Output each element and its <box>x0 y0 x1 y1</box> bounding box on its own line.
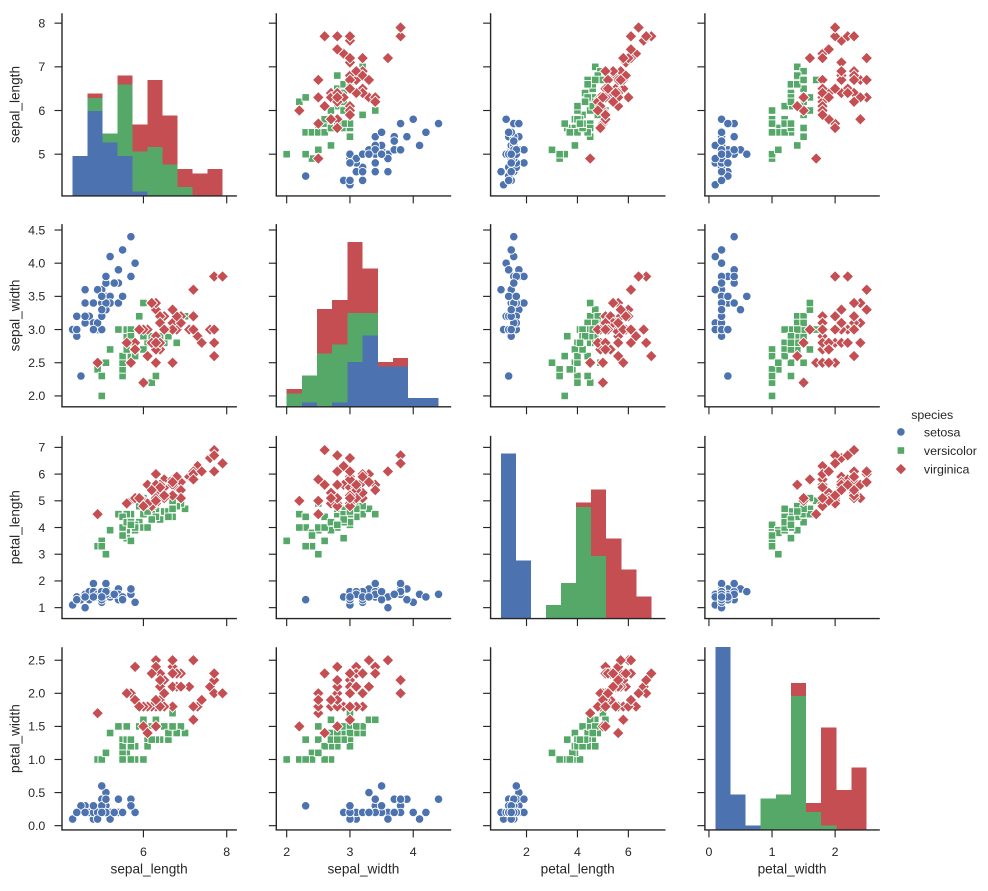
svg-text:species: species <box>911 408 953 422</box>
svg-text:2.0: 2.0 <box>28 389 45 403</box>
svg-text:petal_length: petal_length <box>541 862 615 877</box>
svg-text:3.5: 3.5 <box>28 290 45 304</box>
svg-text:1.0: 1.0 <box>28 753 45 767</box>
svg-text:sepal_length: sepal_length <box>8 66 23 143</box>
svg-text:2.0: 2.0 <box>28 687 45 701</box>
svg-text:6: 6 <box>38 104 45 118</box>
svg-text:sepal_width: sepal_width <box>328 862 400 877</box>
svg-text:petal_width: petal_width <box>758 862 827 877</box>
svg-text:2.5: 2.5 <box>28 654 45 668</box>
svg-text:sepal_length: sepal_length <box>111 862 188 877</box>
svg-text:2.5: 2.5 <box>28 356 45 370</box>
svg-text:4: 4 <box>574 845 581 859</box>
svg-text:5: 5 <box>38 147 45 161</box>
svg-text:6: 6 <box>625 845 632 859</box>
svg-text:2: 2 <box>283 845 290 859</box>
svg-text:sepal_width: sepal_width <box>8 280 23 352</box>
svg-text:4: 4 <box>410 845 417 859</box>
svg-text:petal_length: petal_length <box>8 490 23 564</box>
svg-text:6: 6 <box>140 845 147 859</box>
svg-text:virginica: virginica <box>924 463 970 477</box>
svg-text:versicolor: versicolor <box>924 444 977 458</box>
svg-text:4.5: 4.5 <box>28 223 45 237</box>
svg-text:3: 3 <box>346 845 353 859</box>
svg-text:2: 2 <box>832 845 839 859</box>
svg-text:petal_width: petal_width <box>8 704 23 773</box>
svg-text:6: 6 <box>38 467 45 481</box>
svg-text:8: 8 <box>223 845 230 859</box>
svg-text:8: 8 <box>38 16 45 30</box>
svg-text:1: 1 <box>769 845 776 859</box>
svg-text:2: 2 <box>523 845 530 859</box>
svg-text:0.0: 0.0 <box>28 819 45 833</box>
svg-text:2: 2 <box>38 574 45 588</box>
svg-text:4.0: 4.0 <box>28 256 45 270</box>
svg-text:0: 0 <box>705 845 712 859</box>
svg-text:0.5: 0.5 <box>28 786 45 800</box>
svg-text:5: 5 <box>38 494 45 508</box>
svg-text:7: 7 <box>38 60 45 74</box>
svg-text:7: 7 <box>38 441 45 455</box>
svg-text:4: 4 <box>38 521 45 535</box>
svg-text:setosa: setosa <box>924 425 961 439</box>
svg-text:3: 3 <box>38 548 45 562</box>
svg-text:3.0: 3.0 <box>28 323 45 337</box>
svg-text:1: 1 <box>38 601 45 615</box>
svg-text:1.5: 1.5 <box>28 720 45 734</box>
